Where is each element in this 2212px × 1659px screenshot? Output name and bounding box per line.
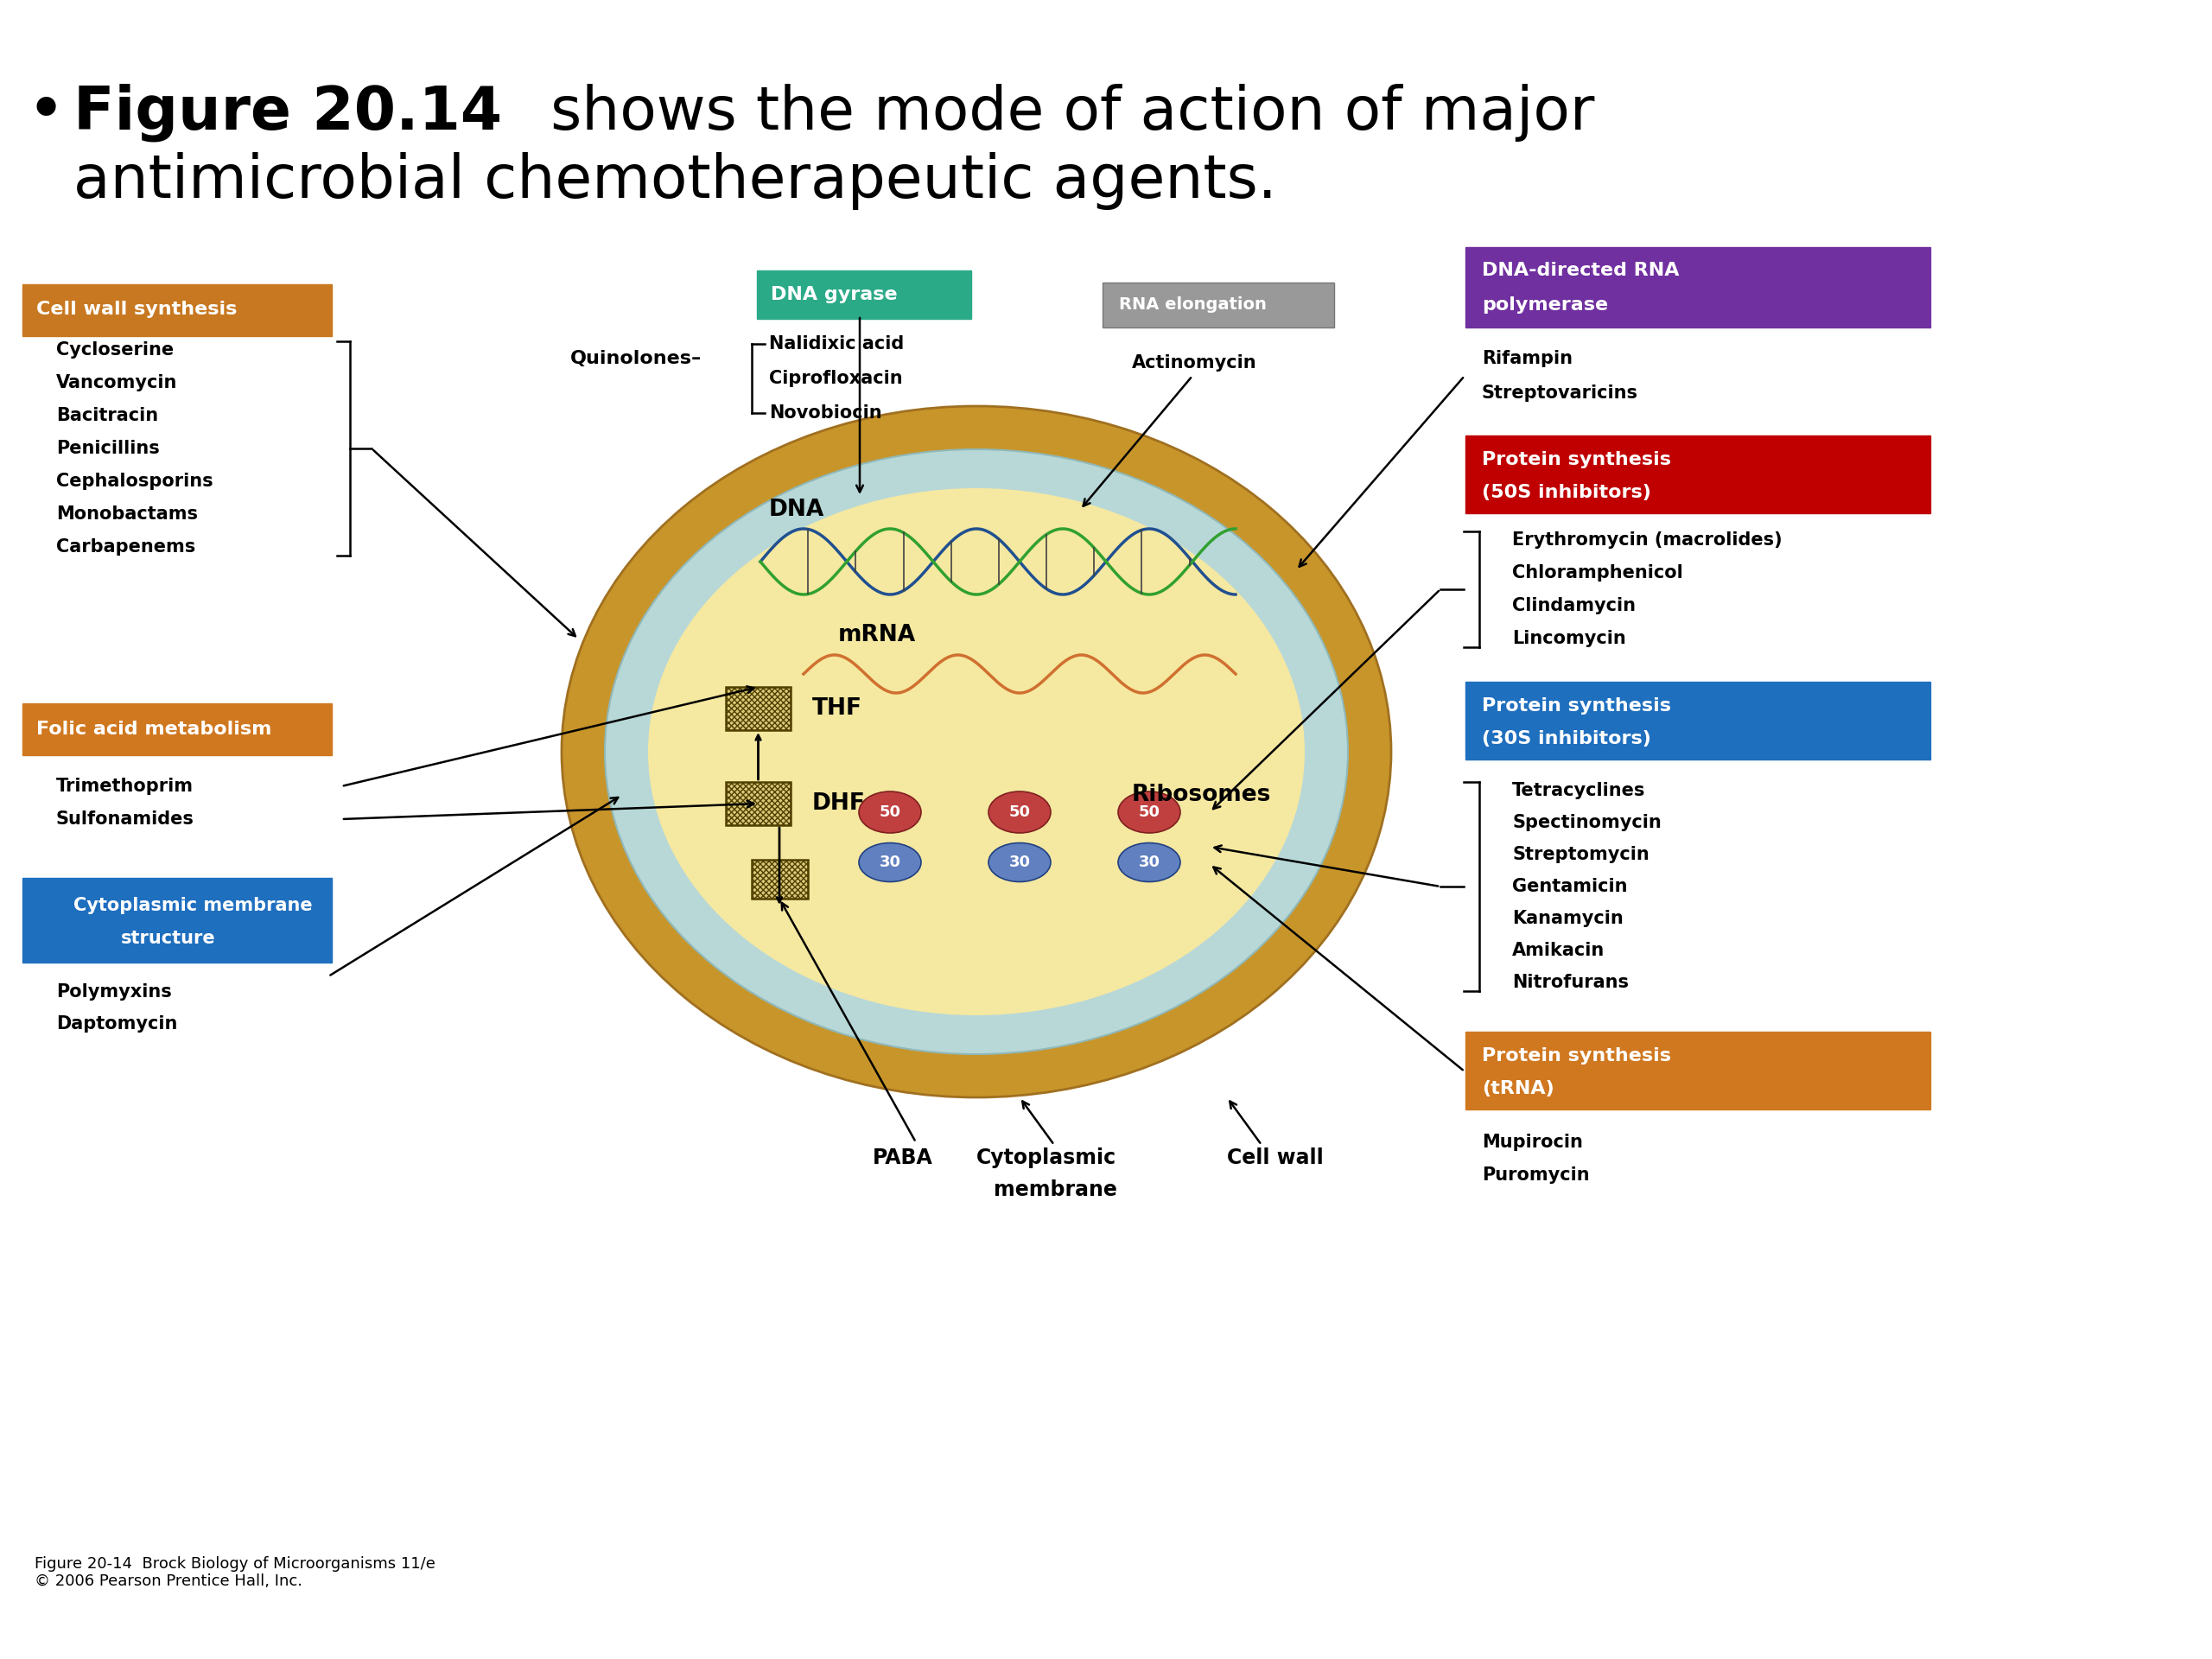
Text: Protein synthesis: Protein synthesis <box>1482 697 1670 715</box>
Text: Puromycin: Puromycin <box>1482 1166 1590 1185</box>
Text: DNA-directed RNA: DNA-directed RNA <box>1482 262 1679 279</box>
Text: Gentamicin: Gentamicin <box>1513 878 1628 896</box>
Ellipse shape <box>648 488 1305 1015</box>
FancyBboxPatch shape <box>726 687 790 730</box>
FancyBboxPatch shape <box>752 859 807 899</box>
Text: Cell wall: Cell wall <box>1228 1148 1323 1168</box>
FancyBboxPatch shape <box>1467 1032 1931 1110</box>
Text: mRNA: mRNA <box>838 624 916 647</box>
Text: Streptovaricins: Streptovaricins <box>1482 385 1639 401</box>
Text: 30: 30 <box>1139 854 1159 869</box>
Text: Actinomycin: Actinomycin <box>1133 355 1256 372</box>
FancyBboxPatch shape <box>726 781 790 825</box>
Ellipse shape <box>989 843 1051 883</box>
Text: Sulfonamides: Sulfonamides <box>55 811 195 828</box>
FancyBboxPatch shape <box>22 878 332 962</box>
Text: Novobiocin: Novobiocin <box>770 405 883 421</box>
Ellipse shape <box>562 406 1391 1097</box>
Text: Cytoplasmic membrane: Cytoplasmic membrane <box>73 898 312 914</box>
Text: Chloramphenicol: Chloramphenicol <box>1513 564 1683 582</box>
Text: Tetracyclines: Tetracyclines <box>1513 781 1646 800</box>
Text: Figure 20-14  Brock Biology of Microorganisms 11/e
© 2006 Pearson Prentice Hall,: Figure 20-14 Brock Biology of Microorgan… <box>35 1556 436 1589</box>
Text: Protein synthesis: Protein synthesis <box>1482 1047 1670 1065</box>
Text: 30: 30 <box>1009 854 1031 869</box>
FancyBboxPatch shape <box>22 703 332 755</box>
Text: Figure 20.14: Figure 20.14 <box>73 83 502 141</box>
Ellipse shape <box>1117 791 1181 833</box>
Text: Vancomycin: Vancomycin <box>55 375 177 392</box>
Text: membrane: membrane <box>993 1180 1117 1199</box>
Text: DNA gyrase: DNA gyrase <box>770 285 898 304</box>
Text: Cell wall synthesis: Cell wall synthesis <box>35 300 237 319</box>
Ellipse shape <box>1117 843 1181 883</box>
Text: antimicrobial chemotherapeutic agents.: antimicrobial chemotherapeutic agents. <box>73 153 1276 211</box>
Text: Spectinomycin: Spectinomycin <box>1513 815 1661 831</box>
Text: (30S inhibitors): (30S inhibitors) <box>1482 730 1650 748</box>
Text: 50: 50 <box>1139 805 1159 820</box>
FancyBboxPatch shape <box>22 284 332 337</box>
Text: Quinolones–: Quinolones– <box>571 350 701 367</box>
Text: Bacitracin: Bacitracin <box>55 406 159 425</box>
Text: Cycloserine: Cycloserine <box>55 342 175 358</box>
Text: Protein synthesis: Protein synthesis <box>1482 451 1670 468</box>
Text: polymerase: polymerase <box>1482 297 1608 314</box>
Text: Carbapenems: Carbapenems <box>55 538 195 556</box>
Text: THF: THF <box>812 697 863 720</box>
FancyBboxPatch shape <box>1467 682 1931 760</box>
Text: Nitrofurans: Nitrofurans <box>1513 974 1628 990</box>
Text: Amikacin: Amikacin <box>1513 942 1604 959</box>
Text: shows the mode of action of major: shows the mode of action of major <box>531 83 1595 141</box>
FancyBboxPatch shape <box>757 270 971 319</box>
FancyBboxPatch shape <box>1467 247 1931 327</box>
Text: •: • <box>27 80 64 144</box>
Text: Lincomycin: Lincomycin <box>1513 630 1626 647</box>
Text: (50S inhibitors): (50S inhibitors) <box>1482 484 1650 501</box>
Text: 30: 30 <box>878 854 900 869</box>
Text: 50: 50 <box>878 805 900 820</box>
Ellipse shape <box>989 791 1051 833</box>
Text: Mupirocin: Mupirocin <box>1482 1133 1584 1151</box>
Text: Nalidixic acid: Nalidixic acid <box>770 335 905 353</box>
Text: Ribosomes: Ribosomes <box>1133 783 1272 806</box>
Text: Streptomycin: Streptomycin <box>1513 846 1650 863</box>
Text: structure: structure <box>122 929 217 947</box>
Text: Clindamycin: Clindamycin <box>1513 597 1635 614</box>
Ellipse shape <box>858 791 920 833</box>
Text: Polymyxins: Polymyxins <box>55 984 173 1000</box>
Text: DHF: DHF <box>812 793 865 815</box>
Text: 50: 50 <box>1009 805 1031 820</box>
Text: Rifampin: Rifampin <box>1482 350 1573 367</box>
Text: Erythromycin (macrolides): Erythromycin (macrolides) <box>1513 531 1783 549</box>
Text: DNA: DNA <box>770 499 825 521</box>
Text: Ciprofloxacin: Ciprofloxacin <box>770 370 902 387</box>
Text: (tRNA): (tRNA) <box>1482 1080 1555 1097</box>
Ellipse shape <box>604 450 1347 1053</box>
FancyBboxPatch shape <box>1467 435 1931 513</box>
FancyBboxPatch shape <box>1102 282 1334 327</box>
Text: PABA: PABA <box>874 1148 933 1168</box>
Text: Trimethoprim: Trimethoprim <box>55 778 195 795</box>
Text: Penicillins: Penicillins <box>55 440 159 458</box>
Text: Folic acid metabolism: Folic acid metabolism <box>35 720 272 738</box>
Text: Daptomycin: Daptomycin <box>55 1015 177 1032</box>
Text: Monobactams: Monobactams <box>55 506 197 523</box>
Text: RNA elongation: RNA elongation <box>1119 297 1267 314</box>
Ellipse shape <box>858 843 920 883</box>
Text: Kanamycin: Kanamycin <box>1513 909 1624 927</box>
Text: Cytoplasmic: Cytoplasmic <box>975 1148 1117 1168</box>
Text: Cephalosporins: Cephalosporins <box>55 473 212 489</box>
